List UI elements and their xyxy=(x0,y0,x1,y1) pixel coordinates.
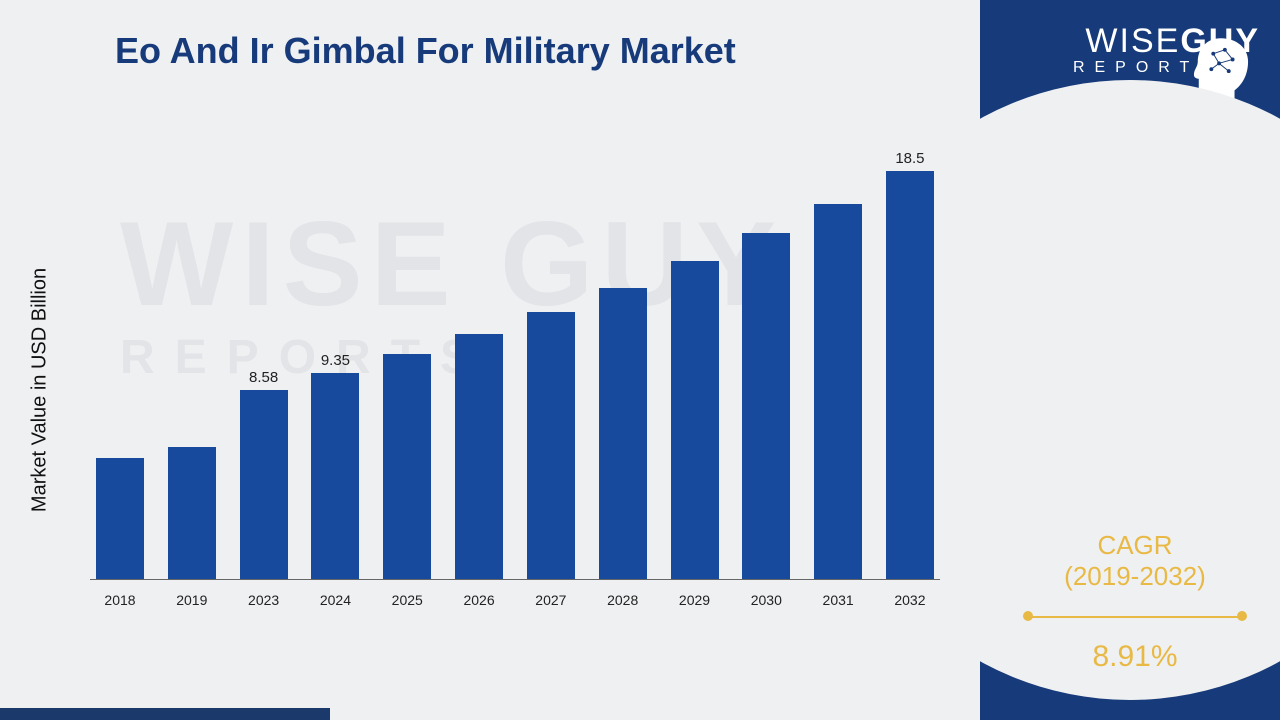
x-tick-label: 2023 xyxy=(240,592,288,608)
x-tick-label: 2018 xyxy=(96,592,144,608)
cagr-label-1: CAGR xyxy=(1020,530,1250,561)
bars-container: 8.58 9.35 18.5 xyxy=(90,160,940,579)
x-tick-label: 2030 xyxy=(742,592,790,608)
bar-slot xyxy=(527,160,575,579)
bar-chart: Market Value in USD Billion 8.589.3518.5… xyxy=(40,160,940,620)
page-root: WISE GUY REPORTS Eo And Ir Gimbal For Mi… xyxy=(0,0,1280,720)
plot-area: 8.58 9.35 18.5 xyxy=(90,160,940,580)
cagr-value: 8.91% xyxy=(1020,640,1250,674)
bar-slot xyxy=(455,160,503,579)
y-axis-label: Market Value in USD Billion xyxy=(29,268,52,512)
bar-slot: 8.58 xyxy=(240,160,288,579)
bar xyxy=(671,261,719,579)
bar-slot xyxy=(599,160,647,579)
x-tick-label: 2032 xyxy=(886,592,934,608)
x-tick-label: 2019 xyxy=(168,592,216,608)
x-tick-label: 2024 xyxy=(311,592,359,608)
x-tick-label: 2031 xyxy=(814,592,862,608)
bar-slot: 18.5 xyxy=(886,160,934,579)
bar-slot xyxy=(96,160,144,579)
logo-line2: REPORTS xyxy=(1000,59,1220,77)
bar-slot xyxy=(168,160,216,579)
chart-title: Eo And Ir Gimbal For Military Market xyxy=(115,30,736,71)
x-tick-label: 2027 xyxy=(527,592,575,608)
bar-value-label: 9.35 xyxy=(311,352,359,369)
bar-value-label: 18.5 xyxy=(886,150,934,167)
brand-logo: WISEGUY REPORTS xyxy=(1000,22,1260,77)
bar xyxy=(599,288,647,579)
cagr-label-2: (2019-2032) xyxy=(1020,561,1250,592)
x-axis-labels: 2018 2019 2023 2024 2025 2026 2027 2028 2029 2030… xyxy=(90,592,940,608)
bar xyxy=(96,458,144,579)
x-tick-label: 2028 xyxy=(599,592,647,608)
cagr-block: CAGR (2019-2032) 8.91% xyxy=(1020,530,1250,674)
bar-slot xyxy=(742,160,790,579)
bar xyxy=(814,204,862,579)
bar-slot xyxy=(671,160,719,579)
bar xyxy=(455,334,503,579)
cagr-divider xyxy=(1028,604,1242,628)
x-tick-label: 2026 xyxy=(455,592,503,608)
bar-slot xyxy=(383,160,431,579)
x-tick-label: 2025 xyxy=(383,592,431,608)
bar-value-label: 8.58 xyxy=(240,369,288,386)
logo-word-wise: WISE xyxy=(1085,22,1180,60)
bar-slot xyxy=(814,160,862,579)
bar xyxy=(527,312,575,579)
bar xyxy=(383,354,431,579)
bar xyxy=(168,447,216,579)
bar xyxy=(311,373,359,579)
x-tick-label: 2029 xyxy=(671,592,719,608)
bottom-accent-stripe xyxy=(0,708,330,720)
bar-slot: 9.35 xyxy=(311,160,359,579)
bar xyxy=(742,233,790,579)
bar xyxy=(886,171,934,579)
bar xyxy=(240,390,288,579)
